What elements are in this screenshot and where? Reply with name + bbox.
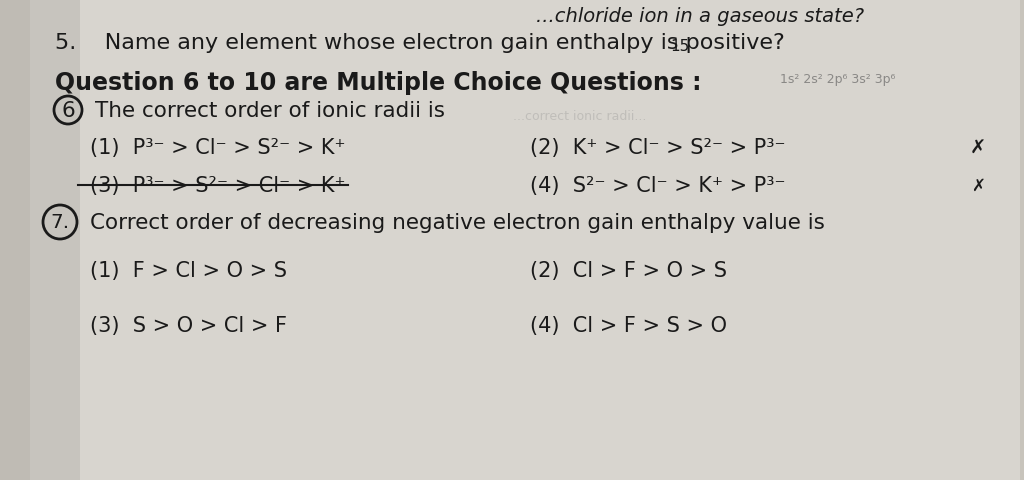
Text: 6: 6 bbox=[61, 101, 75, 121]
Text: The correct order of ionic radii is: The correct order of ionic radii is bbox=[95, 101, 445, 121]
Text: (4)  S²⁻ > Cl⁻ > K⁺ > P³⁻: (4) S²⁻ > Cl⁻ > K⁺ > P³⁻ bbox=[530, 176, 785, 195]
Text: (1)  P³⁻ > Cl⁻ > S²⁻ > K⁺: (1) P³⁻ > Cl⁻ > S²⁻ > K⁺ bbox=[90, 138, 345, 157]
Text: (3)  S > O > Cl > F: (3) S > O > Cl > F bbox=[90, 315, 287, 336]
Text: 7.: 7. bbox=[50, 213, 70, 232]
Text: 5.    Name any element whose electron gain enthalpy is positive?: 5. Name any element whose electron gain … bbox=[55, 33, 784, 53]
FancyBboxPatch shape bbox=[30, 0, 1020, 480]
Text: ...chloride ion in a gaseous state?: ...chloride ion in a gaseous state? bbox=[536, 7, 864, 26]
Text: Correct order of decreasing negative electron gain enthalpy value is: Correct order of decreasing negative ele… bbox=[90, 213, 825, 232]
Text: ✗: ✗ bbox=[970, 138, 986, 157]
FancyBboxPatch shape bbox=[0, 0, 80, 480]
Text: (3)  P³⁻ > S²⁻ > Cl⁻ > K⁺: (3) P³⁻ > S²⁻ > Cl⁻ > K⁺ bbox=[90, 176, 345, 195]
Text: Question 6 to 10 are Multiple Choice Questions :: Question 6 to 10 are Multiple Choice Que… bbox=[55, 71, 701, 95]
Text: ...correct ionic radii...: ...correct ionic radii... bbox=[513, 109, 647, 122]
Text: (1)  F > Cl > O > S: (1) F > Cl > O > S bbox=[90, 261, 287, 280]
Text: 15: 15 bbox=[670, 39, 689, 54]
Text: 1s² 2s² 2p⁶ 3s² 3p⁶: 1s² 2s² 2p⁶ 3s² 3p⁶ bbox=[780, 73, 895, 86]
Text: (4)  Cl > F > S > O: (4) Cl > F > S > O bbox=[530, 315, 727, 336]
Text: ✗: ✗ bbox=[971, 177, 985, 194]
Text: (2)  Cl > F > O > S: (2) Cl > F > O > S bbox=[530, 261, 727, 280]
Text: (2)  K⁺ > Cl⁻ > S²⁻ > P³⁻: (2) K⁺ > Cl⁻ > S²⁻ > P³⁻ bbox=[530, 138, 785, 157]
